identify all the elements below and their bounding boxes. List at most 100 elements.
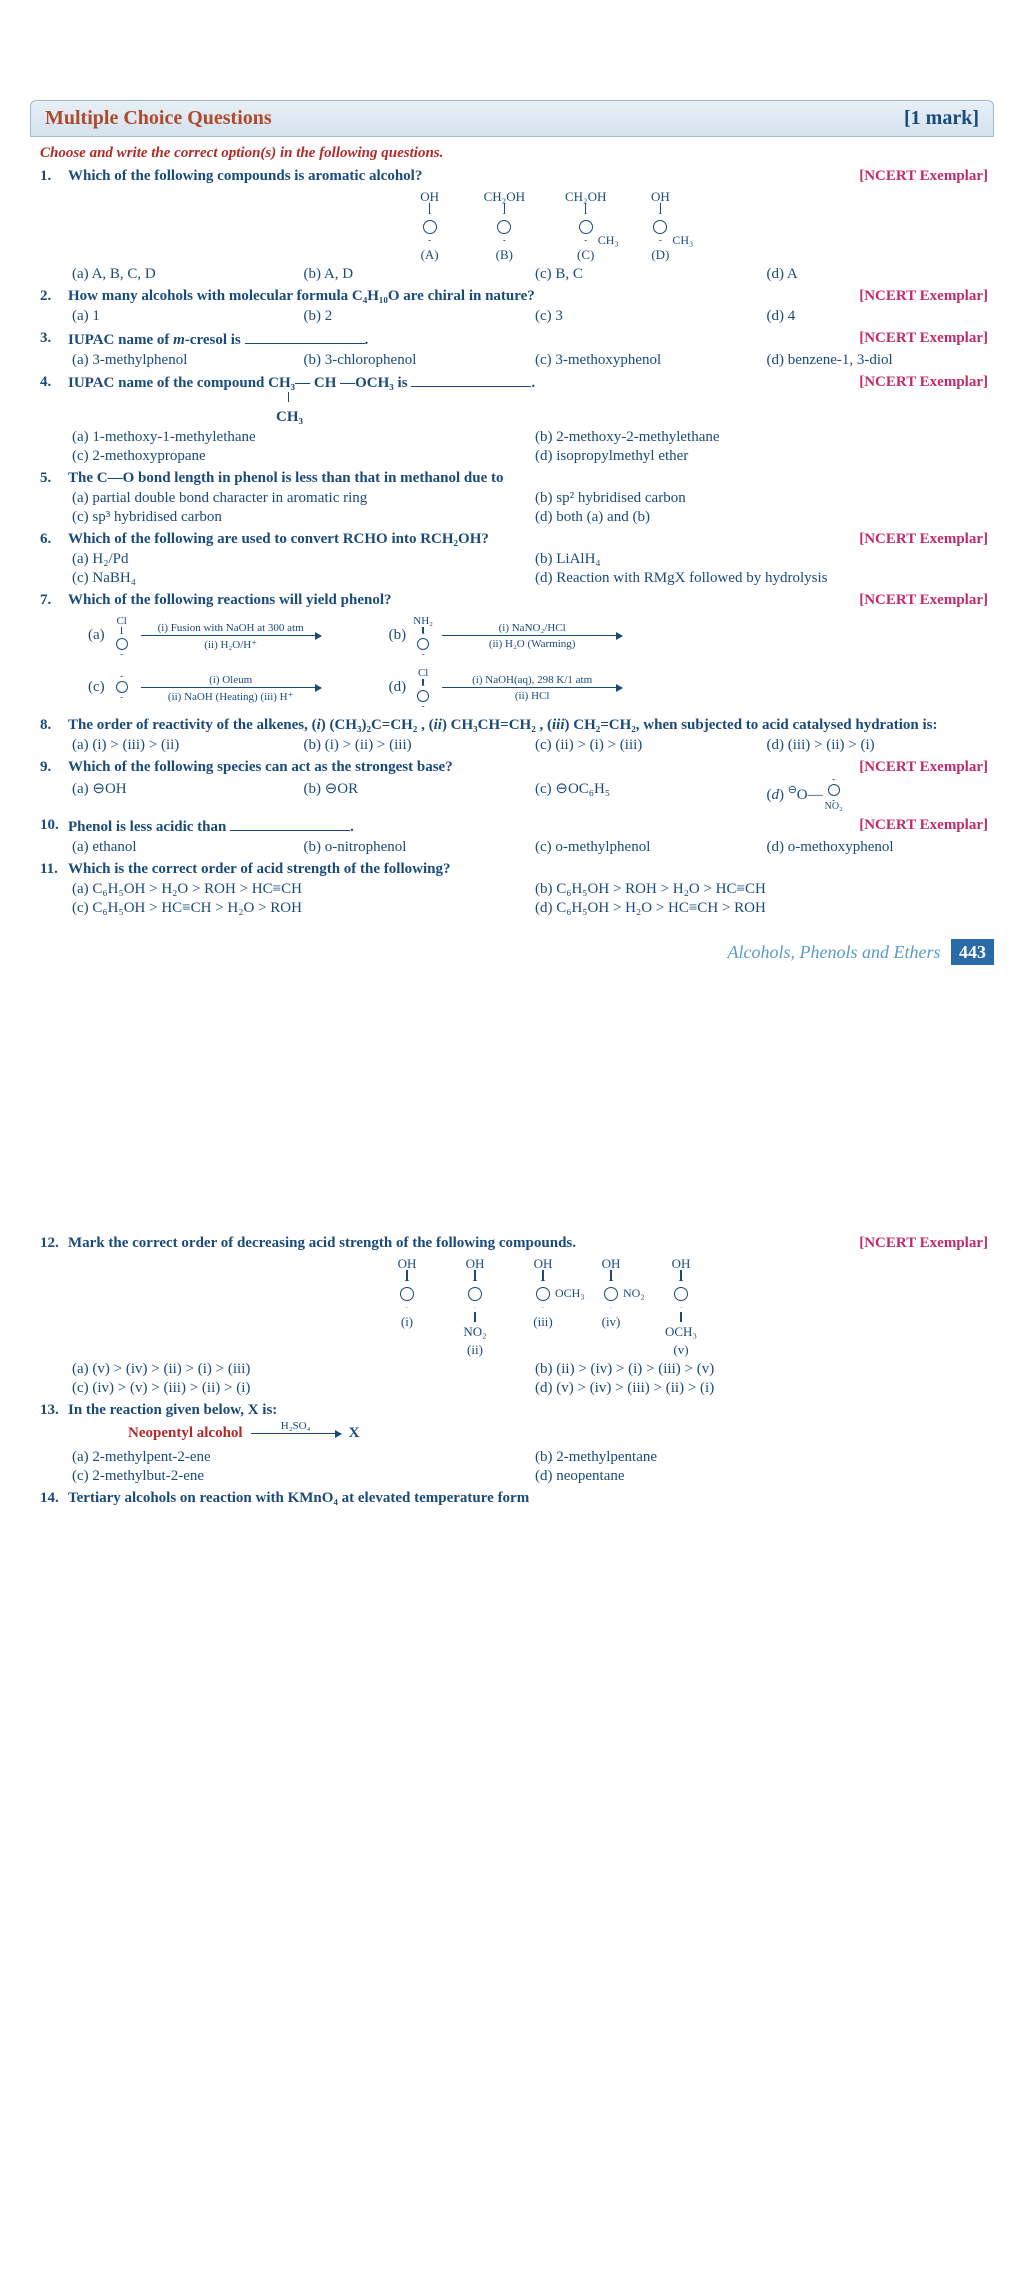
structure-row: OH (i) OH NO₂ (ii) OH OCH₃ (iii) OH NO₂ … — [96, 1256, 994, 1358]
question-list: 1. [NCERT Exemplar] Which of the followi… — [30, 168, 994, 918]
option-row: (a) partial double bond character in aro… — [68, 489, 994, 527]
option: (a) 1 — [68, 307, 300, 326]
option: (a) C₆H₅OH > H₂O > ROH > HC≡CH — [68, 880, 531, 899]
option: (a) (v) > (iv) > (ii) > (i) > (iii) — [68, 1360, 531, 1379]
option: (c) 3-methoxyphenol — [531, 351, 763, 370]
question: 10. [NCERT Exemplar] Phenol is less acid… — [40, 817, 994, 857]
section-mark: [1 mark] — [904, 107, 979, 130]
option: (b) 2 — [300, 307, 532, 326]
option: (b) (ii) > (iv) > (i) > (iii) > (v) — [531, 1360, 994, 1379]
option-row: (a) H₂/Pd(b) LiAlH₄(c) NaBH₄(d) Reaction… — [68, 550, 994, 588]
molecule-small: NH₂ — [412, 615, 434, 655]
option: (b) (i) > (ii) > (iii) — [300, 736, 532, 755]
question: 1. [NCERT Exemplar] Which of the followi… — [40, 168, 994, 284]
question: 2. [NCERT Exemplar] How many alcohols wi… — [40, 288, 994, 326]
option-row: (a) 1(b) 2(c) 3(d) 4 — [68, 307, 994, 326]
option: (c) o-methylphenol — [531, 838, 763, 857]
question-number: 2. — [40, 288, 51, 305]
molecule-small — [111, 676, 133, 698]
option: (d) A — [763, 265, 995, 284]
option: (b) ⊖OR — [300, 778, 532, 813]
option: (a) ethanol — [68, 838, 300, 857]
page-footer: Alcohols, Phenols and Ethers 443 — [30, 942, 994, 963]
option-row: (a) 3-methylphenol(b) 3-chlorophenol(c) … — [68, 351, 994, 370]
question-number: 4. — [40, 374, 51, 391]
molecule-small: Cl — [111, 615, 133, 655]
option: (a) A, B, C, D — [68, 265, 300, 284]
question: 12. [NCERT Exemplar] Mark the correct or… — [40, 1235, 994, 1398]
question: 4. [NCERT Exemplar] IUPAC name of the co… — [40, 374, 994, 467]
molecule: OH OCH₃ (iii) — [529, 1256, 557, 1330]
option-row: (a) ⊖OH (b) ⊖OR (c) ⊖OC₆H₅ (d) ⊖O—NO₂ — [68, 778, 994, 813]
molecule: OH (i) — [393, 1256, 421, 1330]
option: (d) ⊖O—NO₂ — [763, 778, 995, 813]
question-text: Which of the following species can act a… — [68, 759, 453, 775]
question-number: 12. — [40, 1235, 59, 1252]
question-text: IUPAC name of the compound CH₃— CH —OCH₃… — [68, 375, 535, 425]
question-number: 14. — [40, 1490, 59, 1507]
option: (b) 2-methylpentane — [531, 1448, 994, 1467]
question-number: 9. — [40, 759, 51, 776]
question-text: IUPAC name of m-cresol is . — [68, 332, 368, 348]
structure-row: OH (A) CH₂OH (B) CH₂OH CH₃ (C) OH CH₃ (D… — [96, 189, 994, 263]
molecule: CH₂OH (B) — [484, 189, 525, 263]
option: (b) C₆H₅OH > ROH > H₂O > HC≡CH — [531, 880, 994, 899]
option-row: (a) 1-methoxy-1-methylethane(b) 2-methox… — [68, 428, 994, 466]
option: (d) benzene-1, 3-diol — [763, 351, 995, 370]
question-text: Which is the correct order of acid stren… — [68, 861, 450, 877]
option: (c) 3 — [531, 307, 763, 326]
question: 14. Tertiary alcohols on reaction with K… — [40, 1490, 994, 1507]
question-text: In the reaction given below, X is: — [68, 1402, 277, 1418]
exemplar-tag: [NCERT Exemplar] — [859, 374, 988, 391]
option: (d) Reaction with RMgX followed by hydro… — [531, 569, 994, 588]
option: (a) H₂/Pd — [68, 550, 531, 569]
option: (b) A, D — [300, 265, 532, 284]
question: 5. The C—O bond length in phenol is less… — [40, 470, 994, 527]
section-title: Multiple Choice Questions — [45, 107, 272, 130]
option-row: (a) (i) > (iii) > (ii)(b) (i) > (ii) > (… — [68, 736, 994, 755]
molecule: OH (A) — [416, 189, 444, 263]
reaction: (c) (i) Oleum(ii) NaOH (Heating) (iii) H… — [88, 667, 329, 707]
option-row: (a) C₆H₅OH > H₂O > ROH > HC≡CH(b) C₆H₅OH… — [68, 880, 994, 918]
option-row: (a) 2-methylpent-2-ene(b) 2-methylpentan… — [68, 1448, 994, 1486]
option: (d) (iii) > (ii) > (i) — [763, 736, 995, 755]
option: (d) o-methoxyphenol — [763, 838, 995, 857]
option: (b) sp² hybridised carbon — [531, 489, 994, 508]
question-list-2: 12. [NCERT Exemplar] Mark the correct or… — [30, 1235, 994, 1507]
option: (d) isopropylmethyl ether — [531, 447, 994, 466]
option: (d) C₆H₅OH > H₂O > HC≡CH > ROH — [531, 899, 994, 918]
question-number: 11. — [40, 861, 58, 878]
reaction: (d) Cl (i) NaOH(aq), 298 K/1 atm(ii) HCl — [389, 667, 631, 707]
molecule: OH NO₂ (iv) — [597, 1256, 625, 1330]
option: (a) ⊖OH — [68, 778, 300, 813]
reaction: Neopentyl alcohol H₂SO₄ X — [128, 1425, 994, 1442]
option-row: (a) A, B, C, D(b) A, D(c) B, C(d) A — [68, 265, 994, 284]
exemplar-tag: [NCERT Exemplar] — [859, 168, 988, 185]
reaction: (b) NH₂ (i) NaNO₂/HCl(ii) H₂O (Warming) — [389, 615, 631, 655]
question-text: Mark the correct order of decreasing aci… — [68, 1235, 576, 1251]
option: (c) C₆H₅OH > HC≡CH > H₂O > ROH — [68, 899, 531, 918]
question-number: 3. — [40, 330, 51, 347]
option: (c) B, C — [531, 265, 763, 284]
question: 8. The order of reactivity of the alkene… — [40, 717, 994, 755]
question-number: 13. — [40, 1402, 59, 1419]
section-tab: Multiple Choice Questions [1 mark] — [30, 100, 994, 137]
exemplar-tag: [NCERT Exemplar] — [859, 759, 988, 776]
option: (a) partial double bond character in aro… — [68, 489, 531, 508]
chapter-title: Alcohols, Phenols and Ethers — [728, 942, 941, 962]
option: (b) o-nitrophenol — [300, 838, 532, 857]
question-number: 7. — [40, 592, 51, 609]
molecule: OH NO₂ (ii) — [461, 1256, 489, 1358]
question-number: 5. — [40, 470, 51, 487]
option-row: (a) (v) > (iv) > (ii) > (i) > (iii)(b) (… — [68, 1360, 994, 1398]
exemplar-tag: [NCERT Exemplar] — [859, 592, 988, 609]
question-text: Phenol is less acidic than . — [68, 819, 354, 835]
question-number: 6. — [40, 531, 51, 548]
question-text: Tertiary alcohols on reaction with KMnO₄… — [68, 1490, 529, 1506]
question-text: Which of the following compounds is arom… — [68, 168, 422, 184]
option: (a) 2-methylpent-2-ene — [68, 1448, 531, 1467]
molecule: CH₂OH CH₃ (C) — [565, 189, 606, 263]
molecule-small: Cl — [412, 667, 434, 707]
question-text: How many alcohols with molecular formula… — [68, 288, 535, 304]
exemplar-tag: [NCERT Exemplar] — [859, 817, 988, 834]
